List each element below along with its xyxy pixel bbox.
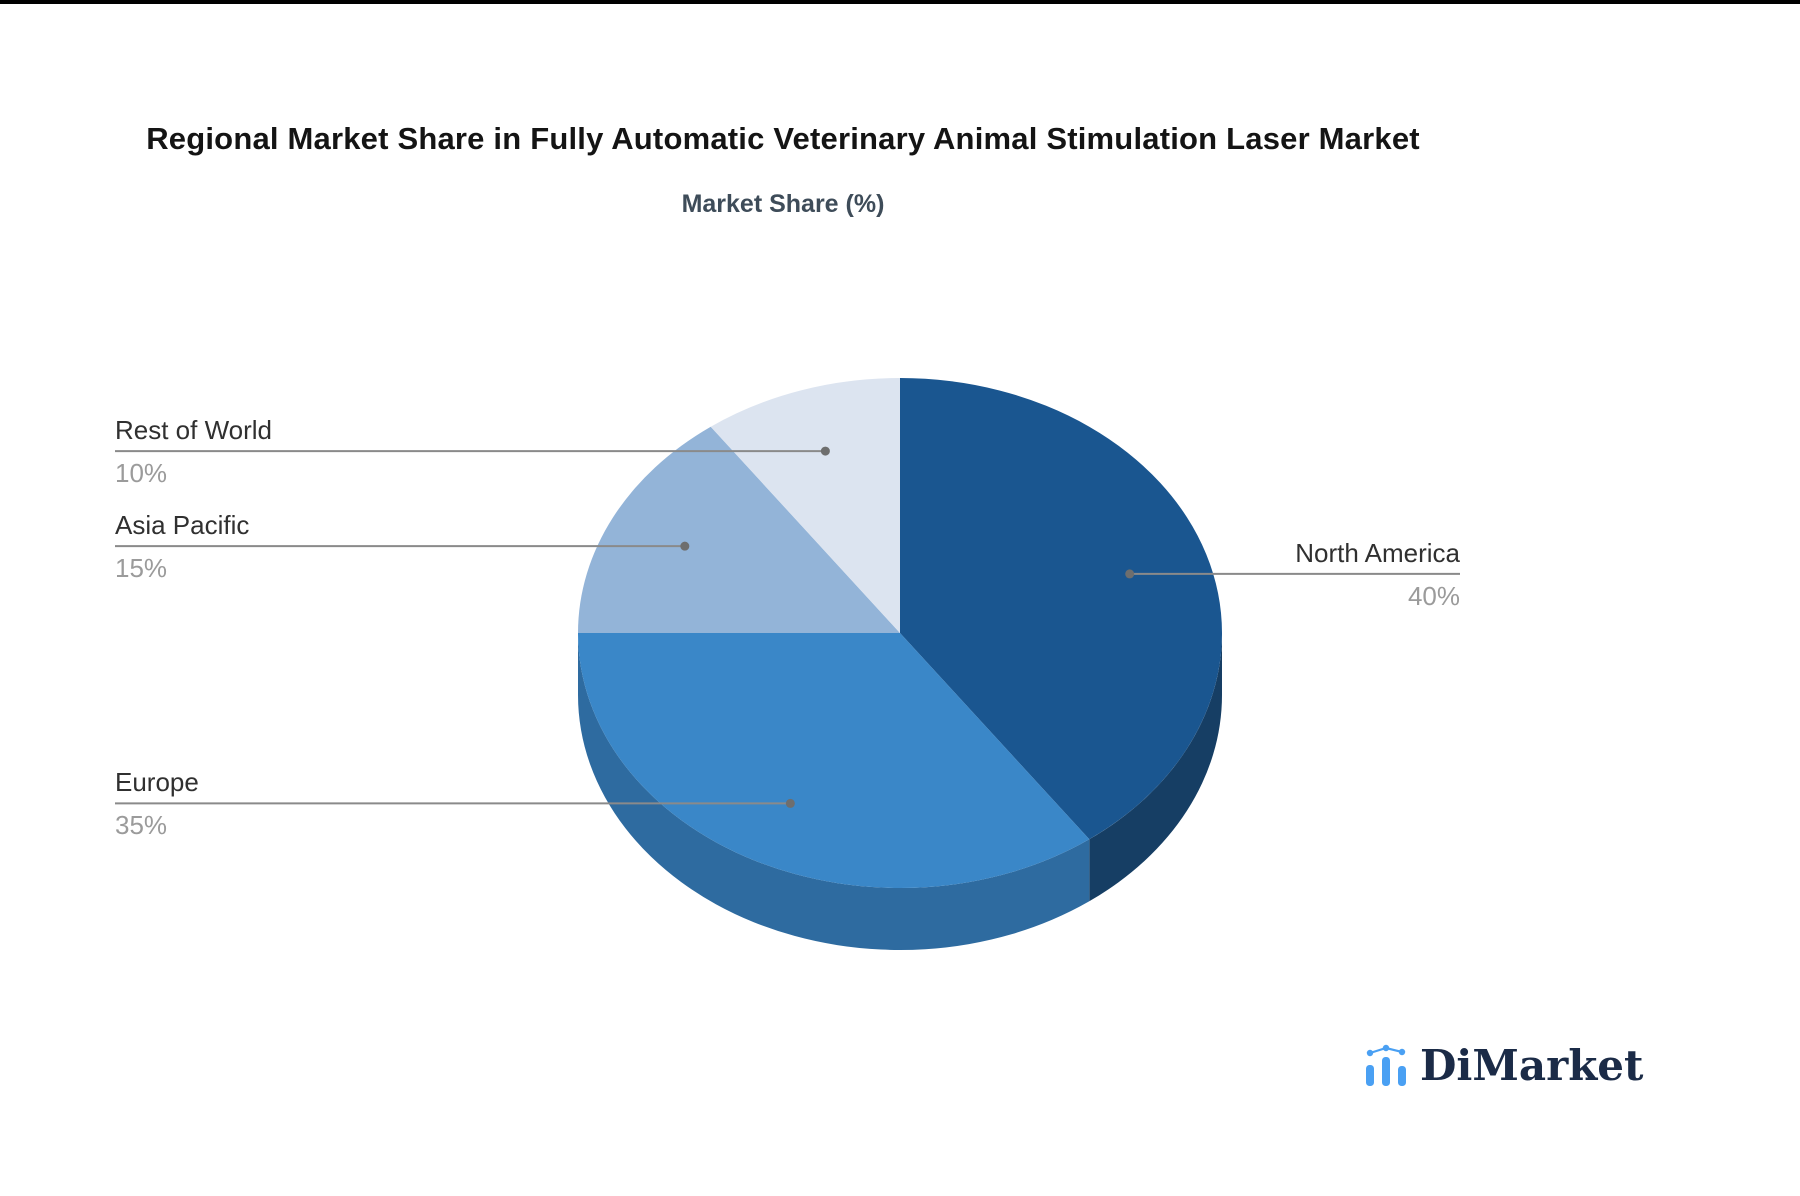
leader-dot-europe bbox=[785, 798, 795, 808]
slice-name: Rest of World bbox=[115, 415, 273, 446]
leader-dot-rest-of-world bbox=[820, 446, 830, 456]
dimarket-wordmark: DiMarket bbox=[1420, 1041, 1644, 1090]
pie-slice-rest-of-world[interactable] bbox=[710, 378, 900, 633]
chart-subtitle: Market Share (%) bbox=[681, 190, 885, 218]
slice-percent: 35% bbox=[115, 810, 168, 841]
slice-label-europe: Europe 35% bbox=[115, 767, 535, 840]
leader-dot-asia-pacific bbox=[680, 541, 690, 551]
pie-slice-side-north-america bbox=[1089, 633, 1222, 902]
pie-slice-asia-pacific[interactable] bbox=[578, 426, 900, 633]
slice-name: North America bbox=[1295, 537, 1460, 568]
slice-label-rest-of-world: Rest of World 10% bbox=[115, 415, 535, 488]
bar-line-chart-icon bbox=[1366, 1044, 1406, 1086]
slice-percent: 15% bbox=[115, 553, 168, 584]
pie-slice-north-america[interactable] bbox=[900, 378, 1223, 840]
slice-label-asia-pacific: Asia Pacific 15% bbox=[115, 510, 535, 583]
pie-slice-europe[interactable] bbox=[578, 633, 1090, 889]
dimarket-logo: DiMarket bbox=[1363, 1040, 1643, 1088]
chart-title: Regional Market Share in Fully Automatic… bbox=[146, 121, 1420, 156]
slice-percent: 10% bbox=[115, 458, 168, 489]
slice-name: Asia Pacific bbox=[115, 510, 250, 541]
pie-slice-side-europe bbox=[578, 633, 1090, 950]
slice-name: Europe bbox=[115, 767, 199, 798]
slice-label-north-america: North America 40% bbox=[1040, 538, 1460, 611]
slice-percent: 40% bbox=[1407, 580, 1460, 611]
window-top-edge bbox=[0, 0, 1800, 4]
leader-dot-north-america bbox=[1125, 569, 1135, 579]
